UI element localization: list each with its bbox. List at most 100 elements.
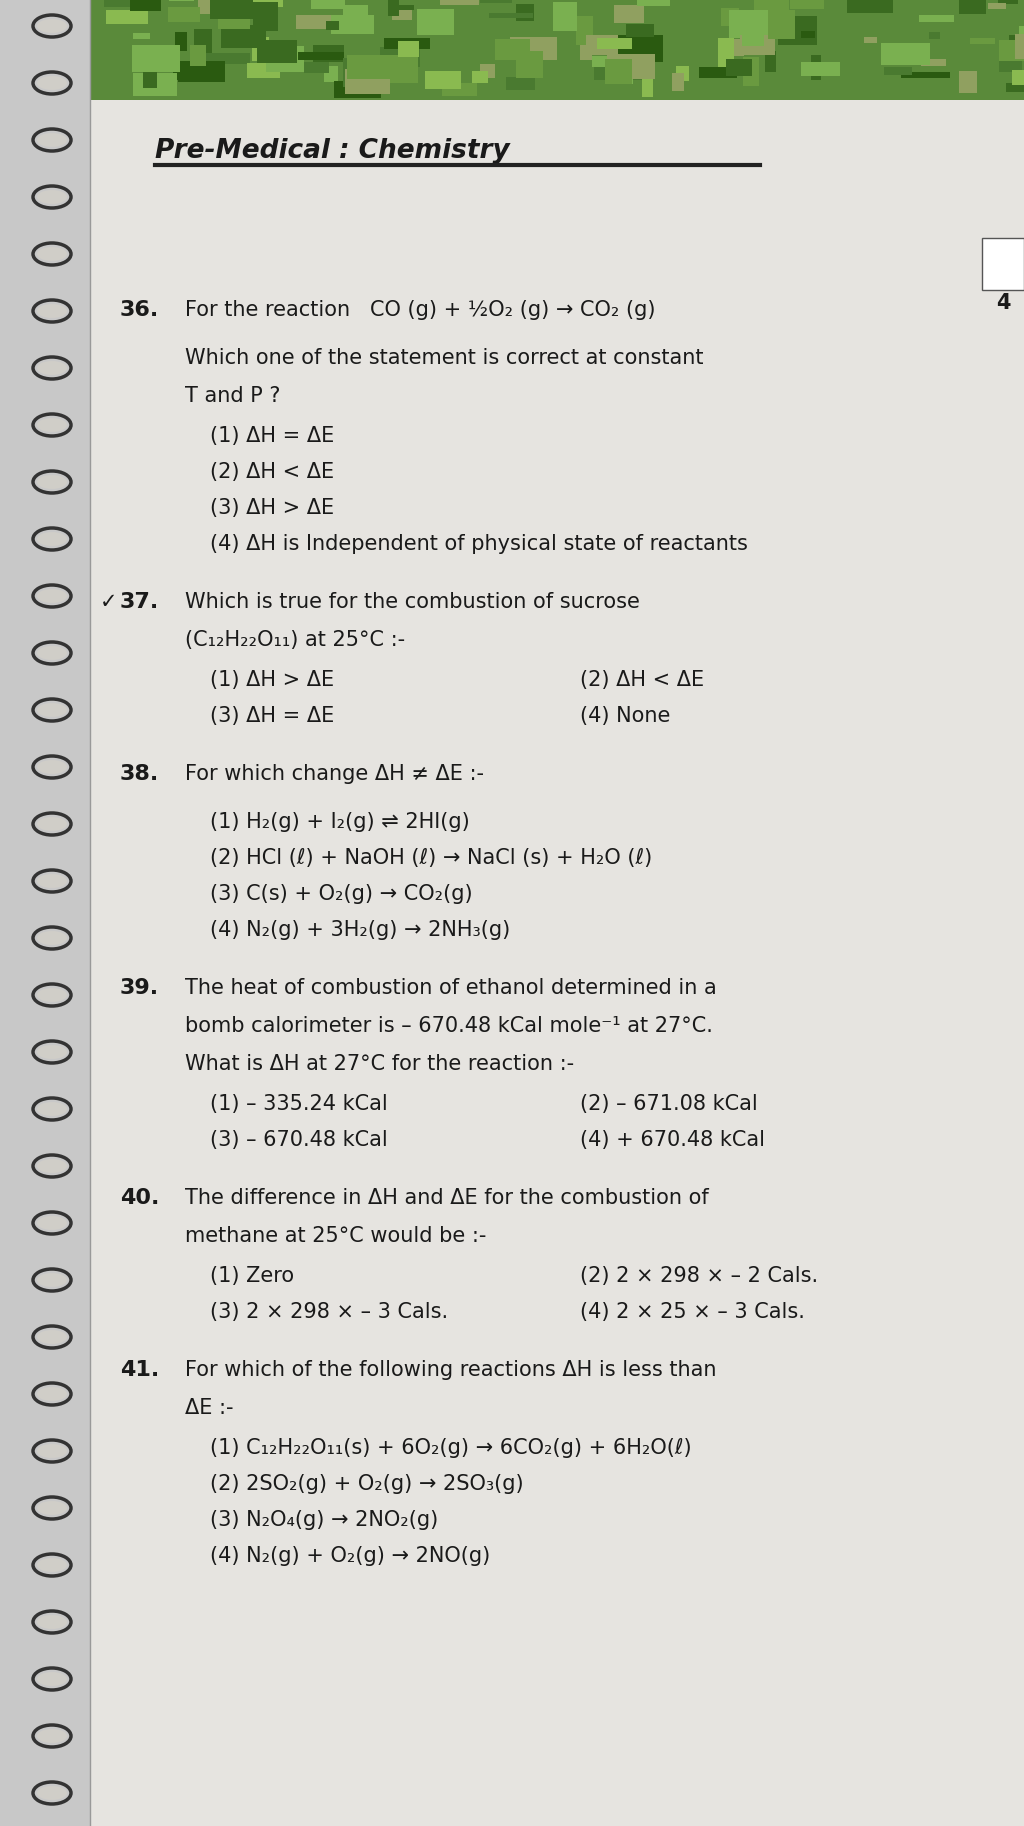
Bar bbox=[488, 13, 534, 18]
Bar bbox=[626, 24, 653, 37]
Ellipse shape bbox=[37, 77, 67, 89]
Text: For which of the following reactions ΔH is less than: For which of the following reactions ΔH … bbox=[185, 1360, 717, 1380]
Ellipse shape bbox=[37, 1673, 67, 1685]
Bar bbox=[110, 0, 153, 4]
Ellipse shape bbox=[37, 1044, 67, 1059]
Ellipse shape bbox=[37, 988, 67, 1002]
Ellipse shape bbox=[37, 1329, 67, 1344]
Bar bbox=[922, 58, 946, 66]
Bar bbox=[575, 16, 593, 46]
Ellipse shape bbox=[37, 190, 67, 205]
Bar bbox=[882, 42, 930, 64]
Text: (1) – 335.24 kCal: (1) – 335.24 kCal bbox=[210, 1094, 388, 1114]
Ellipse shape bbox=[37, 646, 67, 659]
Bar bbox=[327, 22, 339, 31]
Bar bbox=[847, 0, 893, 13]
Text: Which one of the statement is correct at constant: Which one of the statement is correct at… bbox=[185, 349, 703, 369]
Bar bbox=[106, 9, 148, 24]
Ellipse shape bbox=[37, 1160, 67, 1172]
Bar bbox=[304, 62, 329, 73]
Ellipse shape bbox=[37, 1786, 67, 1800]
Ellipse shape bbox=[37, 1729, 67, 1744]
Bar bbox=[594, 60, 642, 80]
Bar bbox=[998, 40, 1024, 60]
Bar bbox=[743, 57, 759, 86]
Bar bbox=[381, 46, 420, 68]
Text: Which is true for the combustion of sucrose: Which is true for the combustion of sucr… bbox=[185, 592, 640, 612]
Bar bbox=[1009, 35, 1024, 60]
Bar bbox=[480, 0, 512, 4]
Text: ΔE :-: ΔE :- bbox=[185, 1399, 233, 1419]
Bar bbox=[343, 5, 368, 16]
Bar bbox=[718, 38, 734, 68]
Bar bbox=[346, 55, 392, 79]
Bar bbox=[178, 60, 225, 82]
Bar bbox=[384, 38, 430, 49]
Ellipse shape bbox=[37, 816, 67, 831]
Bar bbox=[132, 44, 180, 71]
Bar bbox=[607, 55, 655, 79]
Bar bbox=[988, 2, 1006, 9]
Ellipse shape bbox=[37, 1273, 67, 1287]
Bar bbox=[312, 46, 344, 62]
Bar bbox=[672, 73, 684, 91]
Bar bbox=[516, 4, 534, 22]
Ellipse shape bbox=[37, 931, 67, 946]
Text: 36.: 36. bbox=[120, 299, 160, 320]
Ellipse shape bbox=[37, 133, 67, 148]
Ellipse shape bbox=[37, 18, 67, 33]
Bar bbox=[778, 16, 816, 46]
Bar bbox=[389, 62, 401, 82]
Bar bbox=[618, 71, 634, 84]
Text: ✓: ✓ bbox=[100, 592, 118, 612]
Bar bbox=[768, 11, 795, 38]
Bar bbox=[516, 51, 543, 79]
Bar bbox=[253, 2, 279, 31]
Bar bbox=[247, 64, 280, 79]
Bar bbox=[391, 4, 413, 20]
Ellipse shape bbox=[37, 475, 67, 489]
Bar bbox=[1019, 26, 1024, 53]
Bar bbox=[311, 0, 345, 9]
Bar bbox=[802, 62, 841, 77]
Text: T and P ?: T and P ? bbox=[185, 385, 281, 405]
Bar bbox=[721, 7, 739, 27]
Bar bbox=[510, 37, 557, 60]
Bar bbox=[138, 60, 184, 73]
Text: (2) 2SO₂(g) + O₂(g) → 2SO₃(g): (2) 2SO₂(g) + O₂(g) → 2SO₃(g) bbox=[210, 1474, 523, 1494]
Text: (4) + 670.48 kCal: (4) + 670.48 kCal bbox=[580, 1130, 765, 1150]
Bar bbox=[261, 53, 292, 69]
Bar bbox=[982, 237, 1024, 290]
Text: 37.: 37. bbox=[120, 592, 160, 612]
Bar bbox=[677, 66, 689, 80]
Bar bbox=[779, 29, 814, 44]
Bar bbox=[1015, 35, 1024, 58]
Text: bomb calorimeter is – 670.48 kCal mole⁻¹ at 27°C.: bomb calorimeter is – 670.48 kCal mole⁻¹… bbox=[185, 1015, 713, 1035]
Bar bbox=[999, 55, 1022, 71]
Bar bbox=[210, 0, 253, 18]
Bar bbox=[958, 71, 977, 93]
Bar bbox=[417, 9, 454, 35]
Bar bbox=[334, 80, 381, 99]
Bar bbox=[614, 5, 644, 24]
Bar bbox=[605, 58, 632, 84]
Bar bbox=[199, 0, 233, 13]
Text: (1) C₁₂H₂₂O₁₁(s) + 6O₂(g) → 6CO₂(g) + 6H₂O(ℓ): (1) C₁₂H₂₂O₁₁(s) + 6O₂(g) → 6CO₂(g) + 6H… bbox=[210, 1439, 691, 1457]
Ellipse shape bbox=[37, 1103, 67, 1116]
Text: (C₁₂H₂₂O₁₁) at 25°C :-: (C₁₂H₂₂O₁₁) at 25°C :- bbox=[185, 630, 406, 650]
Bar bbox=[755, 0, 788, 20]
Bar bbox=[252, 37, 269, 60]
Bar bbox=[496, 40, 529, 60]
Bar bbox=[597, 38, 632, 49]
Bar bbox=[919, 15, 954, 22]
Bar bbox=[811, 55, 821, 80]
Bar bbox=[586, 35, 618, 55]
Bar bbox=[218, 16, 250, 29]
Bar bbox=[298, 51, 344, 60]
Text: For the reaction   CO (g) + ½O₂ (g) → CO₂ (g): For the reaction CO (g) + ½O₂ (g) → CO₂ … bbox=[185, 299, 655, 320]
Bar bbox=[241, 0, 283, 7]
Bar bbox=[142, 68, 158, 88]
Text: (4) ΔH is Independent of physical state of reactants: (4) ΔH is Independent of physical state … bbox=[210, 533, 748, 553]
Bar bbox=[553, 2, 578, 31]
Ellipse shape bbox=[37, 303, 67, 318]
